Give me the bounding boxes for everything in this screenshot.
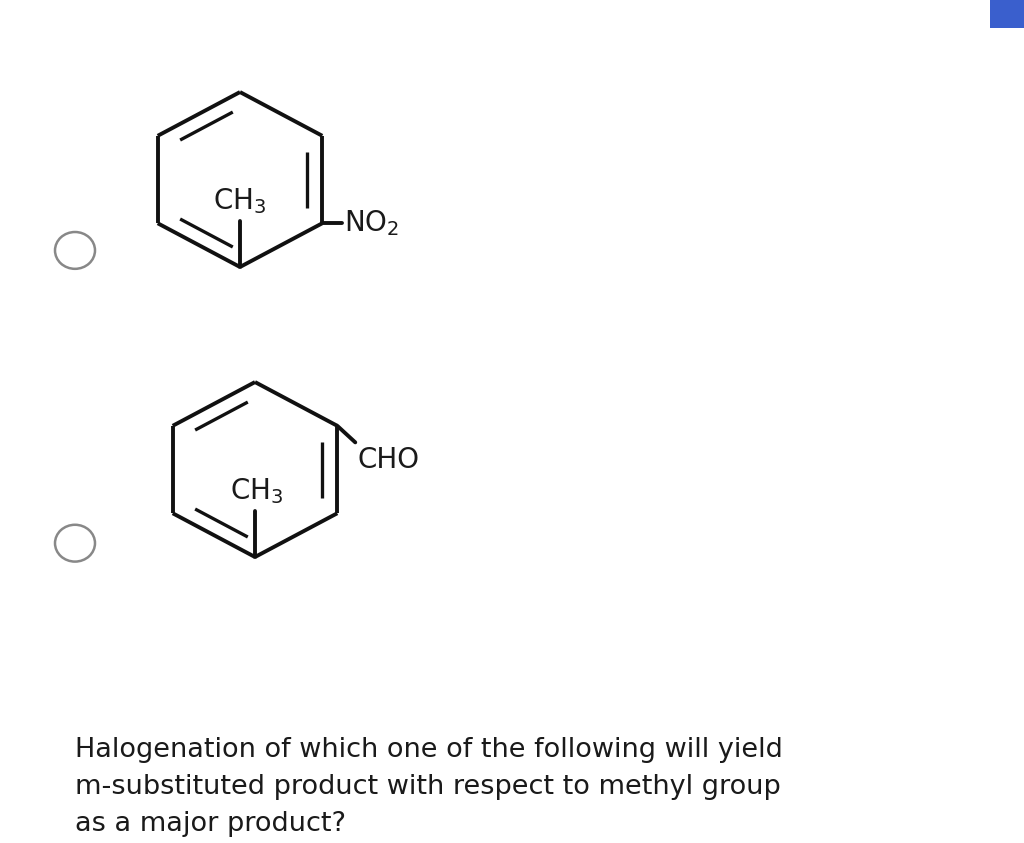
- FancyBboxPatch shape: [990, 0, 1024, 28]
- Text: CH$_3$: CH$_3$: [213, 186, 266, 217]
- Text: NO$_2$: NO$_2$: [344, 208, 399, 239]
- Text: CHO: CHO: [357, 446, 419, 474]
- Text: CH$_3$: CH$_3$: [230, 476, 284, 507]
- Text: Halogenation of which one of the following will yield
m-substituted product with: Halogenation of which one of the followi…: [75, 737, 783, 836]
